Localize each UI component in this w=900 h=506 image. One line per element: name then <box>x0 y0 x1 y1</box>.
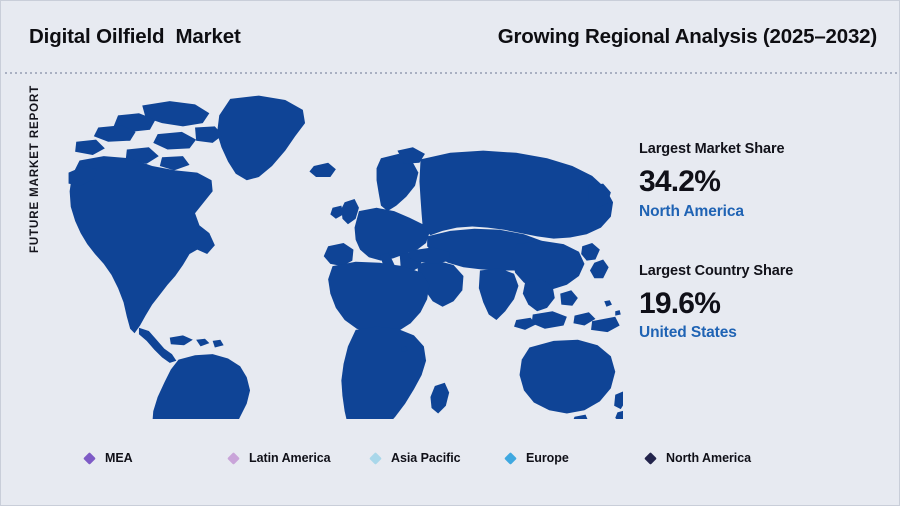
legend: MEA Latin America Asia Pacific Europe No… <box>83 447 875 469</box>
legend-item-mea: MEA <box>83 447 133 469</box>
stat-largest-market-share: Largest Market Share 34.2% North America <box>639 141 889 221</box>
diamond-marker-icon <box>227 451 240 465</box>
legend-label: Latin America <box>249 451 331 465</box>
diamond-marker-icon <box>644 451 657 465</box>
brand-vertical-label: FUTURE MARKET REPORT <box>29 84 41 253</box>
legend-label: Asia Pacific <box>391 451 461 465</box>
stat-label: Largest Market Share <box>639 141 785 157</box>
stats-panel: Largest Market Share 34.2% North America… <box>639 141 889 342</box>
world-map-icon <box>63 89 623 419</box>
diamond-marker-icon <box>504 451 517 465</box>
legend-item-latin-america: Latin America <box>227 447 331 469</box>
legend-label: North America <box>666 451 752 465</box>
header-divider <box>5 72 898 74</box>
header: Digital Oilfield Market Growing Regional… <box>1 1 899 73</box>
legend-item-europe: Europe <box>504 447 569 469</box>
legend-label: MEA <box>105 451 133 465</box>
stat-region: United States <box>639 324 737 341</box>
stat-region: North America <box>639 202 744 220</box>
stat-label: Largest Country Share <box>639 262 794 279</box>
legend-item-north-america: North America <box>644 447 752 469</box>
page-title: Digital Oilfield Market <box>29 25 241 48</box>
diamond-marker-icon <box>369 451 382 465</box>
stat-largest-country-share: Largest Country Share 19.6% United State… <box>639 263 889 343</box>
legend-label: Europe <box>526 451 569 465</box>
page-subtitle: Growing Regional Analysis (2025–2032) <box>497 25 877 48</box>
legend-item-asia-pacific: Asia Pacific <box>369 447 461 469</box>
stat-value: 19.6% <box>639 286 721 320</box>
stat-value: 34.2% <box>639 165 721 198</box>
diamond-marker-icon <box>83 451 96 465</box>
